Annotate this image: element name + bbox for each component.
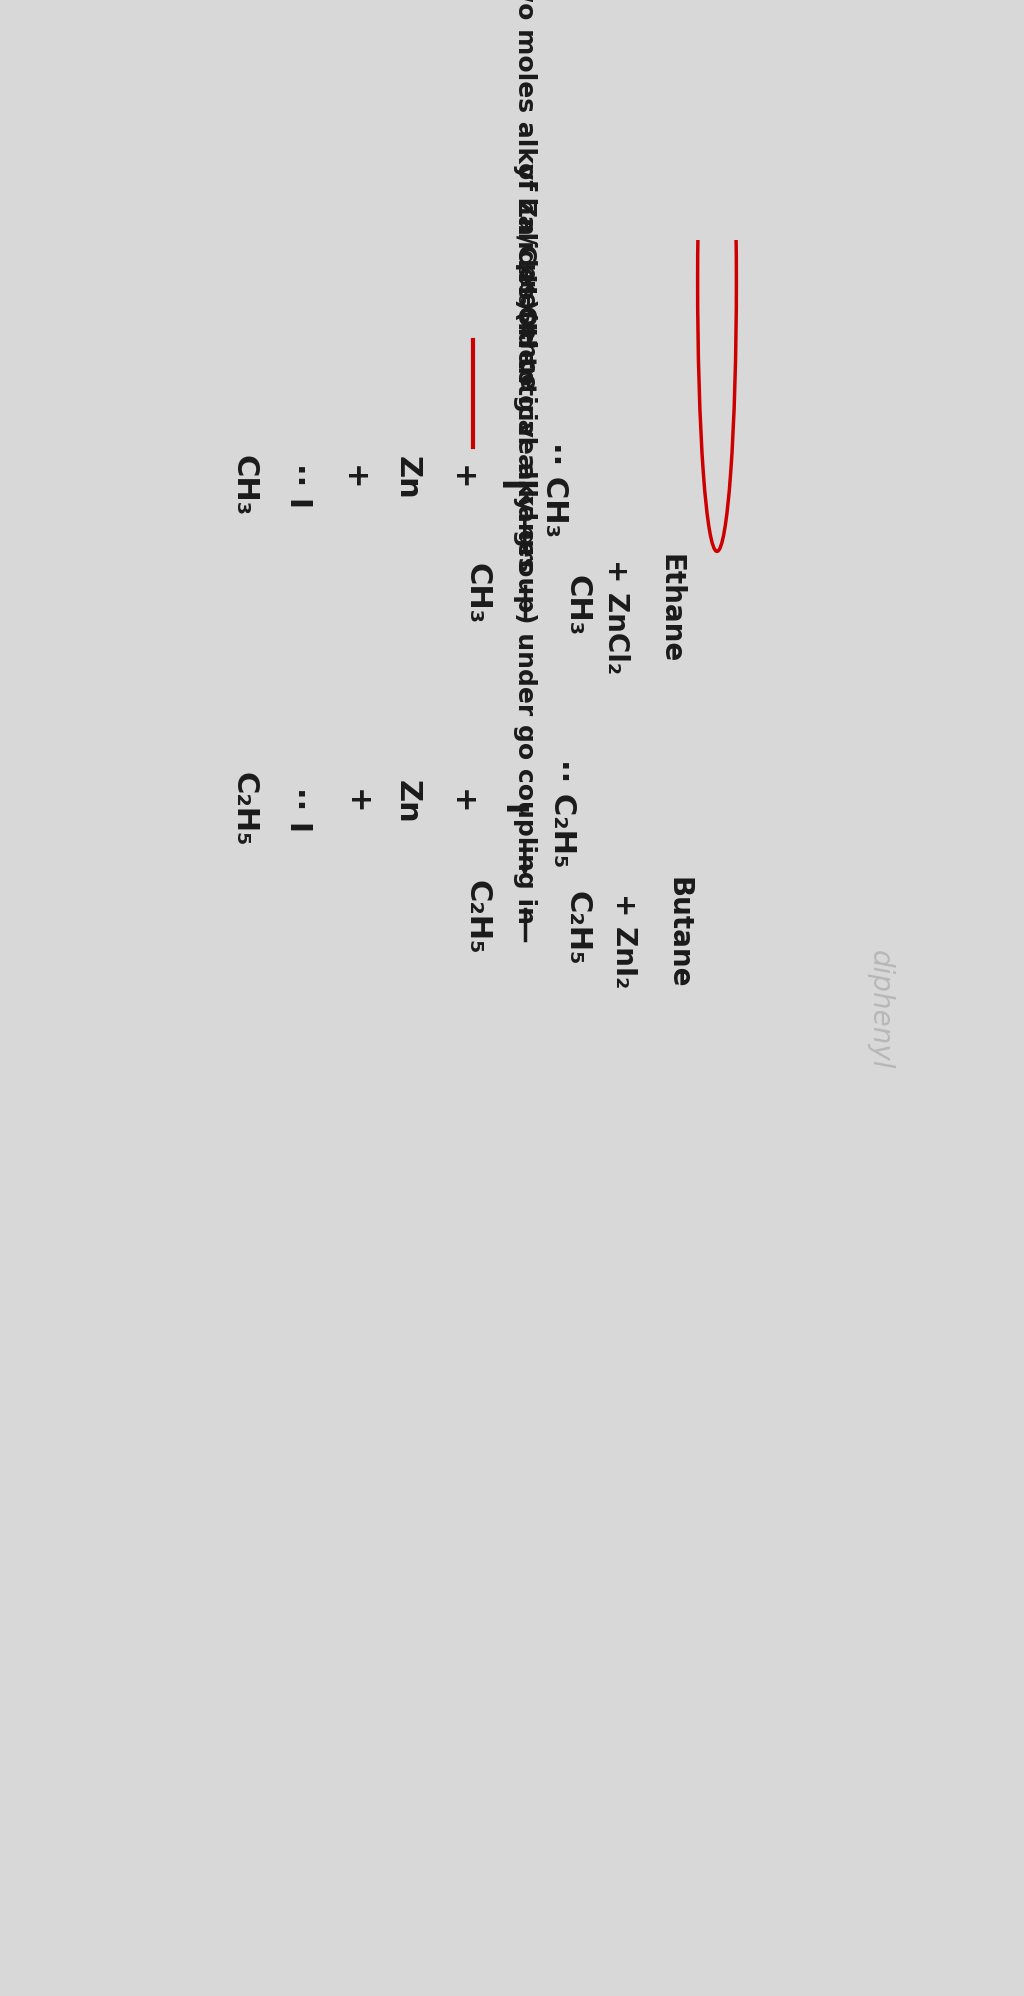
Text: + ZnCl₂: + ZnCl₂ [602, 559, 630, 675]
Text: ·· I: ·· I [284, 463, 313, 509]
Text: Butane: Butane [665, 876, 692, 988]
Text: Zn: Zn [392, 780, 422, 824]
Text: ·· I: ·· I [284, 786, 313, 832]
Text: +: + [342, 788, 371, 814]
Text: +: + [338, 465, 368, 491]
Text: ·· CH₃: ·· CH₃ [540, 443, 568, 537]
Text: +: + [446, 788, 476, 814]
Text: of Zn/C₂H₅OH to give alkanes: of Zn/C₂H₅OH to give alkanes [513, 162, 537, 571]
Text: Zn: Zn [392, 457, 422, 501]
Text: C₂H₅: C₂H₅ [563, 892, 592, 966]
Text: ·· C₂H₅: ·· C₂H₅ [548, 758, 577, 868]
Text: CH₃: CH₃ [563, 575, 592, 637]
Text: +: + [446, 465, 476, 491]
Text: Frankland’s Reaction:  Two moles alkyl halides)(Identical alkyl group) under go : Frankland’s Reaction: Two moles alkyl ha… [513, 0, 537, 924]
Text: C₂H₅: C₂H₅ [462, 880, 492, 954]
Text: C₂H₅: C₂H₅ [229, 772, 259, 846]
Text: I: I [497, 804, 526, 814]
Text: presence: presence [513, 263, 537, 393]
Text: CH₃: CH₃ [229, 455, 259, 517]
Text: diphenyl: diphenyl [865, 950, 894, 1070]
Text: + ZnI₂: + ZnI₂ [610, 892, 638, 988]
Text: CH₃: CH₃ [462, 563, 492, 625]
Text: I: I [494, 481, 522, 491]
Text: Ethane: Ethane [656, 555, 684, 665]
